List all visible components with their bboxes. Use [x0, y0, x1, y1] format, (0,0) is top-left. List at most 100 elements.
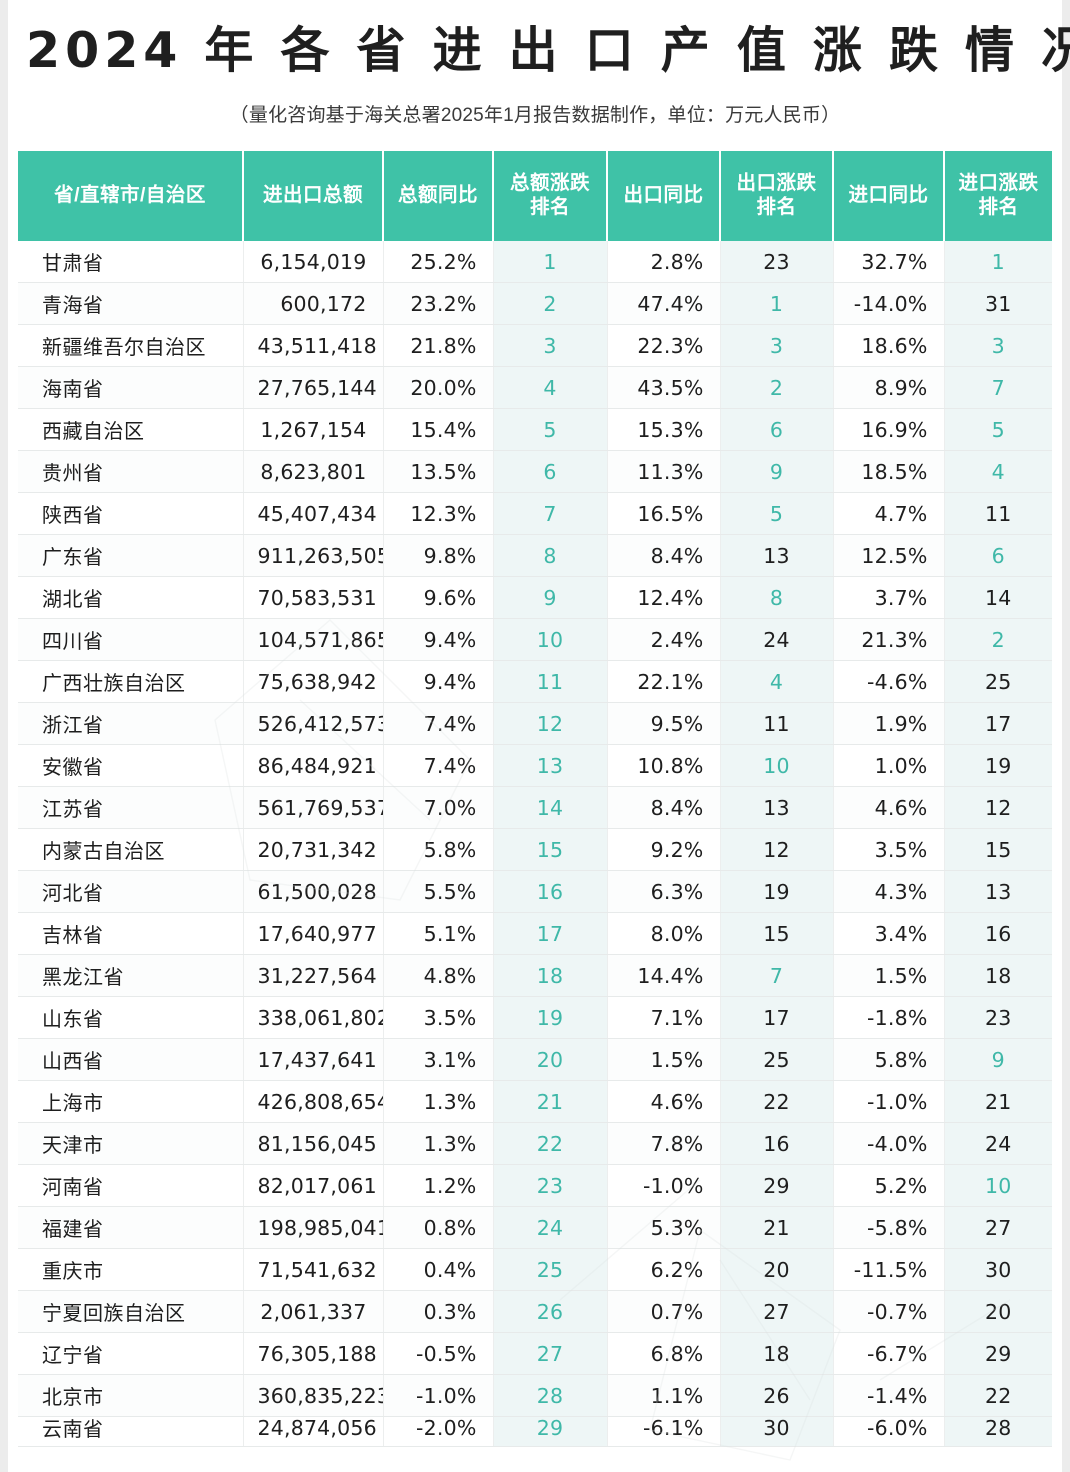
column-header-import-yoy[interactable]: 进口同比 — [833, 150, 945, 241]
table-row[interactable]: 辽宁省 76,305,188 -0.5% 27 6.8% 18 -6.7% 29 — [18, 1332, 1052, 1376]
table-row[interactable]: 湖北省 70,583,531 9.6% 9 12.4% 8 3.7% 14 — [18, 576, 1052, 620]
cell-province-text: 西藏自治区 — [42, 419, 145, 444]
cell-import-yoy-text: -1.8% — [867, 1005, 928, 1030]
table-row[interactable]: 新疆维吾尔自治区 43,511,418 21.8% 3 22.3% 3 18.6% 3 — [18, 324, 1052, 368]
cell-province: 甘肃省 — [18, 240, 244, 284]
cell-import-rank: 25 — [944, 660, 1052, 704]
cell-import-rank: 18 — [944, 954, 1052, 998]
column-header-export-rank[interactable]: 出口涨跌 排名 — [720, 150, 834, 241]
table-row[interactable]: 吉林省 17,640,977 5.1% 17 8.0% 15 3.4% 16 — [18, 912, 1052, 956]
cell-export-rank: 15 — [720, 912, 834, 956]
cell-export-rank: 16 — [720, 1122, 834, 1166]
cell-export-rank-text: 10 — [763, 753, 790, 778]
column-header-province[interactable]: 省/直辖市/自治区 — [18, 150, 244, 241]
table-row[interactable]: 青海省 600,172 23.2% 2 47.4% 1 -14.0% 31 — [18, 282, 1052, 326]
cell-total-text: 61,500,028 — [257, 879, 377, 904]
column-header-total[interactable]: 进出口总额 — [243, 150, 384, 241]
cell-import-yoy: 1.9% — [833, 702, 945, 746]
table-row[interactable]: 黑龙江省 31,227,564 4.8% 18 14.4% 7 1.5% 18 — [18, 954, 1052, 998]
column-header-import-rank[interactable]: 进口涨跌 排名 — [944, 150, 1052, 241]
cell-export-rank-text: 8 — [769, 585, 784, 610]
cell-total-yoy: 5.8% — [383, 828, 494, 872]
cell-total-rank: 20 — [493, 1038, 608, 1082]
cell-total-rank-text: 6 — [543, 459, 557, 484]
table-row[interactable]: 安徽省 86,484,921 7.4% 13 10.8% 10 1.0% 19 — [18, 744, 1052, 788]
cell-total-yoy: 0.3% — [383, 1290, 494, 1334]
cell-total-yoy-text: 5.5% — [423, 879, 477, 904]
cell-export-yoy-text: 6.3% — [650, 879, 704, 904]
cell-total: 75,638,942 — [243, 660, 384, 704]
cell-export-yoy: 4.6% — [607, 1080, 721, 1124]
cell-export-yoy-text: 6.8% — [650, 1341, 704, 1366]
table-row[interactable]: 云南省 24,874,056 -2.0% 29 -6.1% 30 -6.0% 28 — [18, 1416, 1052, 1448]
cell-province-text: 辽宁省 — [42, 1343, 104, 1368]
table-row[interactable]: 甘肃省 6,154,019 25.2% 1 2.8% 23 32.7% 1 — [18, 240, 1052, 284]
table-container: 省/直辖市/自治区 进出口总额 总额同比 总额涨跌 排名 出口同比 出口涨跌 排名 进口同比 进口… — [18, 150, 1052, 1448]
cell-export-yoy: 2.4% — [607, 618, 721, 662]
cell-export-rank-text: 1 — [769, 291, 784, 316]
cell-total-yoy: 1.3% — [383, 1080, 494, 1124]
cell-import-yoy: 1.5% — [833, 954, 945, 998]
cell-total-yoy: 21.8% — [383, 324, 494, 368]
table-row[interactable]: 广西壮族自治区 75,638,942 9.4% 11 22.1% 4 -4.6% 25 — [18, 660, 1052, 704]
table-row[interactable]: 山东省 338,061,802 3.5% 19 7.1% 17 -1.8% 23 — [18, 996, 1052, 1040]
table-row[interactable]: 西藏自治区 1,267,154 15.4% 5 15.3% 6 16.9% 5 — [18, 408, 1052, 452]
cell-export-yoy-text: 4.6% — [650, 1089, 704, 1114]
cell-total-yoy: -1.0% — [383, 1374, 494, 1418]
cell-export-rank-text: 22 — [763, 1089, 790, 1114]
cell-export-yoy: 16.5% — [607, 492, 721, 536]
table-row[interactable]: 河北省 61,500,028 5.5% 16 6.3% 19 4.3% 13 — [18, 870, 1052, 914]
cell-total-rank: 12 — [493, 702, 608, 746]
cell-import-rank-text: 20 — [985, 1299, 1012, 1324]
cell-total-rank: 5 — [493, 408, 608, 452]
cell-export-rank: 26 — [720, 1374, 834, 1418]
table-row[interactable]: 重庆市 71,541,632 0.4% 25 6.2% 20 -11.5% 30 — [18, 1248, 1052, 1292]
table-row[interactable]: 贵州省 8,623,801 13.5% 6 11.3% 9 18.5% 4 — [18, 450, 1052, 494]
cell-total-yoy-text: 5.8% — [423, 837, 477, 862]
cell-total-yoy-text: 9.4% — [423, 669, 477, 694]
table-row[interactable]: 四川省 104,571,865 9.4% 10 2.4% 24 21.3% 2 — [18, 618, 1052, 662]
cell-import-yoy: -11.5% — [833, 1248, 945, 1292]
table-row[interactable]: 海南省 27,765,144 20.0% 4 43.5% 2 8.9% 7 — [18, 366, 1052, 410]
cell-total-rank: 11 — [493, 660, 608, 704]
table-row[interactable]: 天津市 81,156,045 1.3% 22 7.8% 16 -4.0% 24 — [18, 1122, 1052, 1166]
cell-total-yoy: 7.4% — [383, 744, 494, 788]
table-row[interactable]: 北京市 360,835,223 -1.0% 28 1.1% 26 -1.4% 22 — [18, 1374, 1052, 1418]
cell-export-rank: 1 — [720, 282, 834, 326]
table-row[interactable]: 浙江省 526,412,573 7.4% 12 9.5% 11 1.9% 17 — [18, 702, 1052, 746]
table-row[interactable]: 上海市 426,808,654 1.3% 21 4.6% 22 -1.0% 21 — [18, 1080, 1052, 1124]
cell-total: 526,412,573 — [243, 702, 384, 746]
table-row[interactable]: 江苏省 561,769,537 7.0% 14 8.4% 13 4.6% 12 — [18, 786, 1052, 830]
cell-total-rank-text: 17 — [536, 921, 564, 946]
cell-total-yoy: 9.4% — [383, 618, 494, 662]
table-row[interactable]: 山西省 17,437,641 3.1% 20 1.5% 25 5.8% 9 — [18, 1038, 1052, 1082]
cell-province: 吉林省 — [18, 912, 244, 956]
cell-import-rank: 13 — [944, 870, 1052, 914]
cell-import-yoy-text: 4.6% — [874, 795, 928, 820]
table-row[interactable]: 宁夏回族自治区 2,061,337 0.3% 26 0.7% 27 -0.7% 20 — [18, 1290, 1052, 1334]
column-header-total-yoy[interactable]: 总额同比 — [383, 150, 494, 241]
cell-import-yoy-text: 16.9% — [861, 417, 928, 442]
cell-export-yoy: 6.8% — [607, 1332, 721, 1376]
table-row[interactable]: 福建省 198,985,041 0.8% 24 5.3% 21 -5.8% 27 — [18, 1206, 1052, 1250]
cell-export-yoy-text: 14.4% — [637, 963, 704, 988]
cell-total-rank-text: 3 — [543, 333, 557, 358]
cell-import-yoy: -0.7% — [833, 1290, 945, 1334]
table-row[interactable]: 河南省 82,017,061 1.2% 23 -1.0% 29 5.2% 10 — [18, 1164, 1052, 1208]
cell-export-rank: 12 — [720, 828, 834, 872]
cell-import-yoy: 3.4% — [833, 912, 945, 956]
column-header-export-yoy[interactable]: 出口同比 — [607, 150, 721, 241]
table-row[interactable]: 广东省 911,263,505 9.8% 8 8.4% 13 12.5% 6 — [18, 534, 1052, 578]
cell-total-yoy: 20.0% — [383, 366, 494, 410]
cell-total-yoy: 7.0% — [383, 786, 494, 830]
cell-export-yoy: 7.1% — [607, 996, 721, 1040]
table-row[interactable]: 内蒙古自治区 20,731,342 5.8% 15 9.2% 12 3.5% 15 — [18, 828, 1052, 872]
table-row[interactable]: 陕西省 45,407,434 12.3% 7 16.5% 5 4.7% 11 — [18, 492, 1052, 536]
cell-export-yoy-text: 22.3% — [637, 333, 704, 358]
column-header-line1: 进口同比 — [848, 184, 929, 207]
column-header-total-rank[interactable]: 总额涨跌 排名 — [493, 150, 608, 241]
cell-export-yoy: 9.5% — [607, 702, 721, 746]
cell-export-yoy-text: -1.0% — [643, 1173, 704, 1198]
cell-total-yoy: 9.6% — [383, 576, 494, 620]
cell-province-text: 海南省 — [42, 377, 104, 402]
